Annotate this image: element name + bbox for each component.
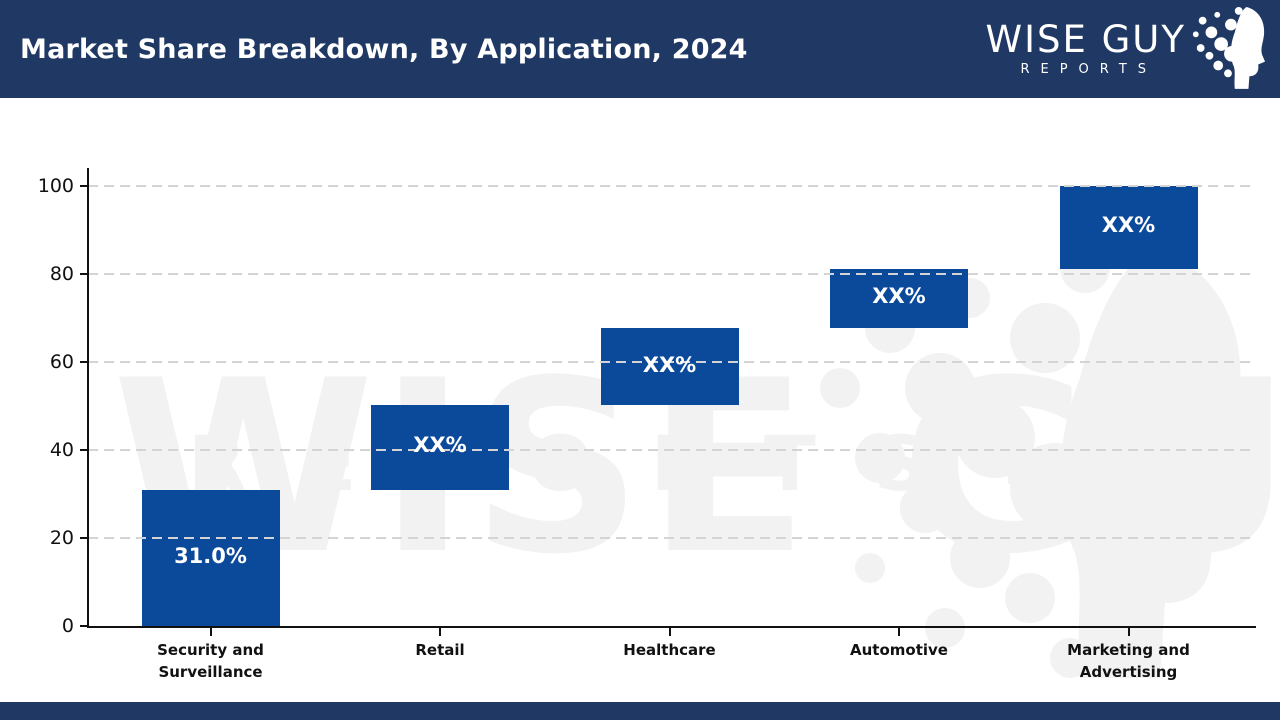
page-title: Market Share Breakdown, By Application, … <box>20 33 748 65</box>
y-axis-tick <box>80 625 88 627</box>
bar-segment <box>600 328 739 406</box>
watermark-face-icon <box>770 218 1270 692</box>
y-axis-tick-label: 100 <box>37 175 74 197</box>
brand-name: WISE GUY <box>985 18 1186 61</box>
x-axis-tick <box>898 628 900 636</box>
y-axis-tick <box>80 449 88 451</box>
gridline <box>88 273 1256 275</box>
logo-face-icon <box>1188 3 1266 95</box>
x-axis-category-label: Security and Surveillance <box>157 641 264 681</box>
header-bar: Market Share Breakdown, By Application, … <box>0 0 1280 98</box>
y-axis-tick <box>80 185 88 187</box>
brand-logo-text: WISE GUY REPORTS <box>986 21 1186 77</box>
bar-segment <box>830 268 968 329</box>
bar-value-label: 31.0% <box>174 543 247 568</box>
y-axis-tick <box>80 361 88 363</box>
footer-bar <box>0 702 1280 720</box>
x-axis-line <box>88 626 1256 628</box>
y-axis-tick <box>80 273 88 275</box>
x-axis-tick <box>209 628 212 636</box>
bar-segment <box>1059 186 1198 269</box>
y-axis-tick-label: 0 <box>61 615 74 637</box>
bar-segment <box>141 489 280 626</box>
x-axis-category-label: Automotive <box>850 641 948 659</box>
gridline <box>88 185 1256 187</box>
brand-logo: WISE GUY REPORTS <box>986 3 1266 95</box>
x-axis-tick <box>1127 628 1130 636</box>
y-axis-tick-label: 60 <box>49 351 74 373</box>
x-axis-tick <box>439 628 441 636</box>
bar-value-label: XX% <box>642 352 697 377</box>
watermark-reports-text: REPORTS <box>188 419 987 508</box>
x-axis-category-label: Marketing and Advertising <box>1067 641 1190 681</box>
gridline <box>88 449 1256 451</box>
x-axis-category-label: Retail <box>415 641 465 659</box>
bar-segment <box>371 405 509 490</box>
x-axis-tick <box>668 628 671 636</box>
y-axis-tick-label: 80 <box>49 263 74 285</box>
x-axis-category-label: Healthcare <box>623 641 716 659</box>
y-axis-tick-label: 40 <box>49 439 74 461</box>
bar-value-label: XX% <box>872 284 926 309</box>
bar-value-label: XX% <box>413 433 467 458</box>
y-axis-line <box>87 168 89 628</box>
y-axis-tick <box>80 537 88 539</box>
gridline <box>88 361 1256 363</box>
bar-value-label: XX% <box>1101 213 1156 238</box>
gridline <box>88 537 1256 539</box>
brand-subname: REPORTS <box>1020 62 1158 77</box>
y-axis-tick-label: 20 <box>49 527 74 549</box>
